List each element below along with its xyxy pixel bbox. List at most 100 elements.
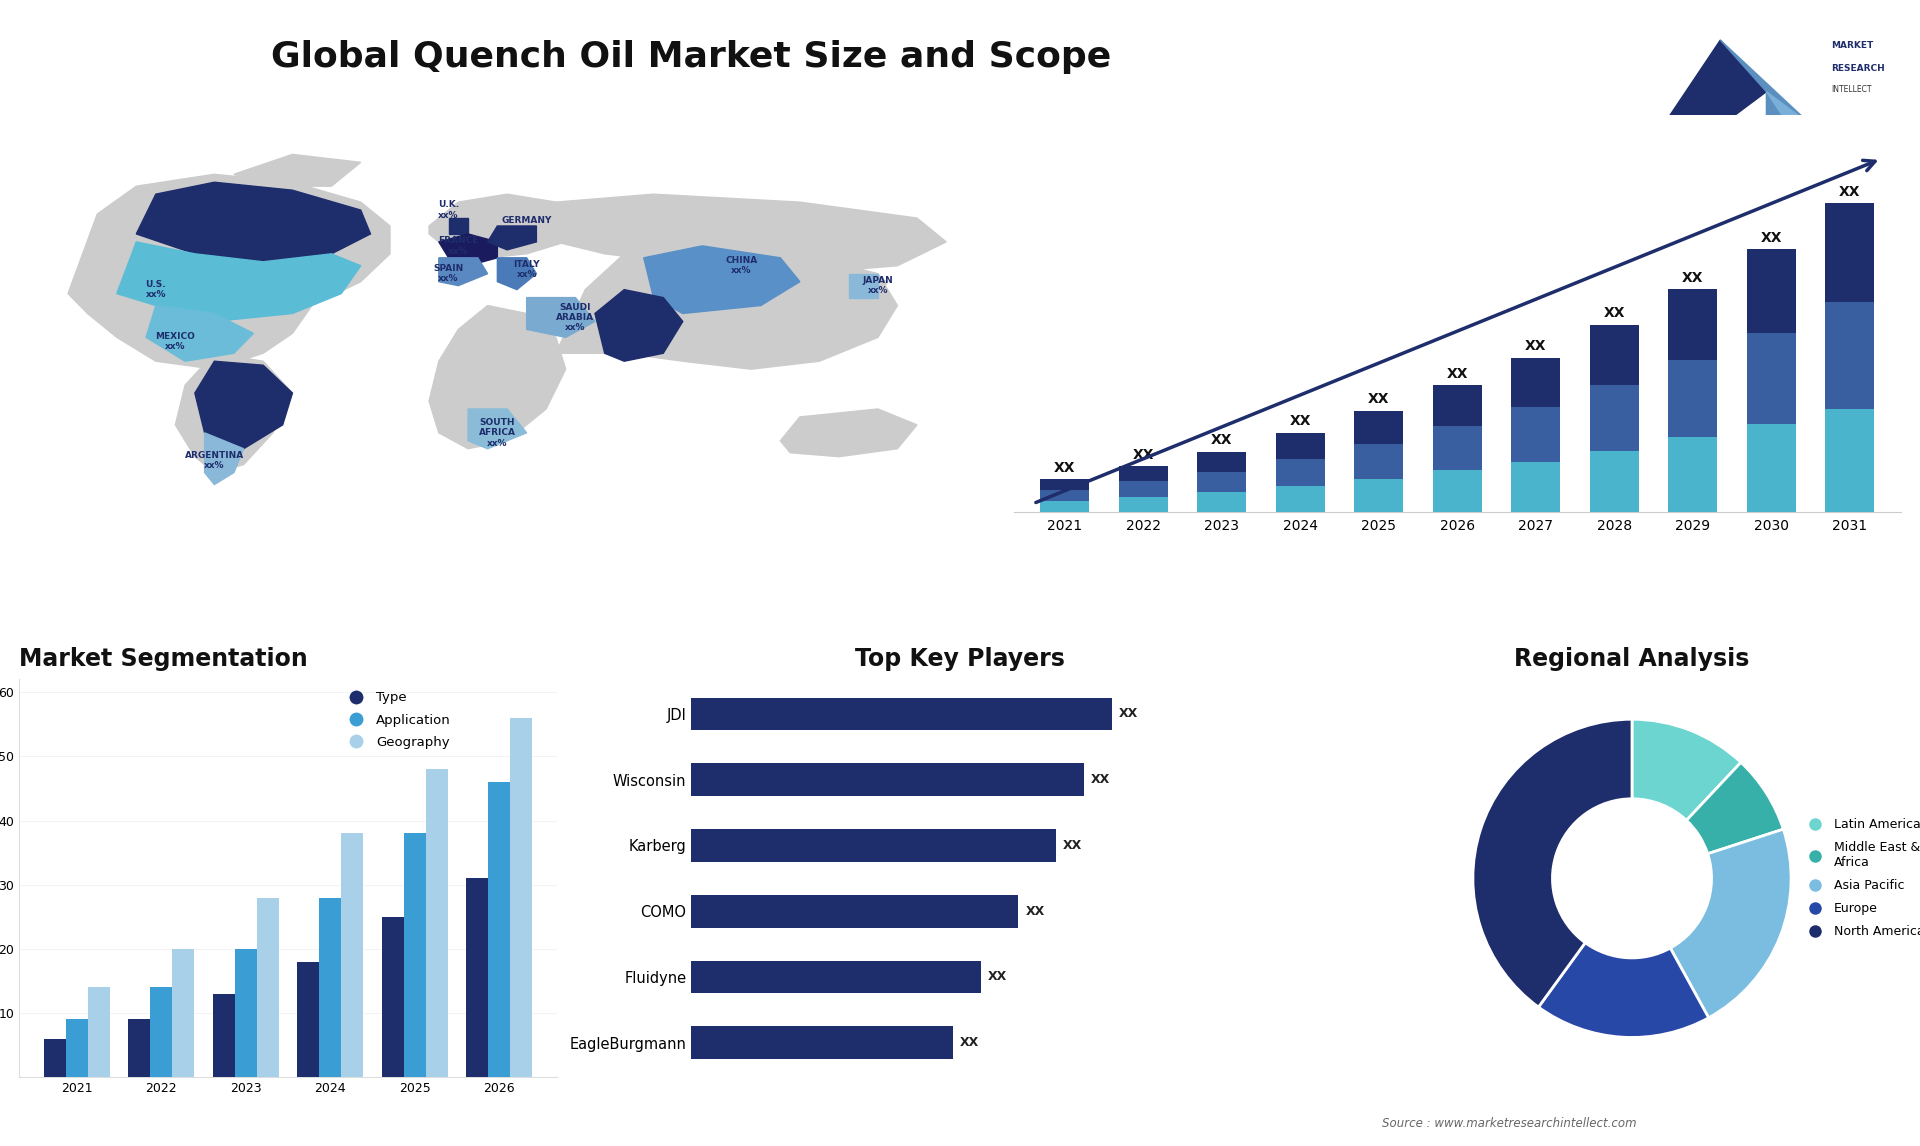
Bar [1747,424,1795,512]
Bar [1668,360,1716,438]
Title: Top Key Players: Top Key Players [854,646,1066,670]
Polygon shape [1766,92,1812,126]
Polygon shape [858,274,887,298]
Bar [488,782,511,1077]
Wedge shape [1632,720,1741,821]
Bar [1668,289,1716,360]
Bar [1432,385,1482,426]
Text: Market Segmentation: Market Segmentation [19,646,307,670]
Text: XX: XX [1290,415,1311,429]
Polygon shape [526,194,947,274]
Bar [691,1027,952,1059]
Text: XX: XX [1054,461,1075,474]
Bar [1511,408,1561,462]
Polygon shape [67,174,390,369]
Text: XX: XX [1091,774,1110,786]
Bar [1041,490,1089,501]
Bar [234,949,257,1077]
Text: MARKET: MARKET [1832,41,1874,50]
Polygon shape [1720,40,1812,126]
Text: U.K.
xx%: U.K. xx% [438,201,459,220]
Text: Source : www.marketresearchintellect.com: Source : www.marketresearchintellect.com [1382,1117,1638,1130]
Polygon shape [440,258,488,285]
Bar [511,717,532,1077]
Bar [88,988,109,1077]
Text: XX: XX [1446,367,1469,380]
Polygon shape [136,182,371,261]
Bar [173,949,194,1077]
Bar [44,1038,65,1077]
Bar [1826,408,1874,512]
Text: RESEARCH: RESEARCH [1832,64,1885,73]
Text: GERMANY
xx%: GERMANY xx% [501,217,551,236]
Title: Regional Analysis: Regional Analysis [1515,646,1749,670]
Legend: Latin America, Middle East &
Africa, Asia Pacific, Europe, North America: Latin America, Middle East & Africa, Asi… [1797,814,1920,943]
Bar [1511,462,1561,512]
Bar [691,895,1018,927]
Polygon shape [849,274,877,298]
Bar [1511,358,1561,408]
Text: XX: XX [1212,433,1233,447]
Bar [1277,433,1325,460]
Polygon shape [428,194,586,258]
Bar [691,829,1056,862]
Text: XX: XX [1761,231,1782,245]
Bar [691,763,1085,796]
Bar [1354,479,1404,512]
Bar [1826,303,1874,408]
Bar [319,897,342,1077]
Polygon shape [194,361,292,449]
Text: INTELLECT: INTELLECT [1832,85,1872,94]
Polygon shape [488,226,536,250]
Bar [691,960,981,994]
Wedge shape [1473,720,1632,1007]
Text: CHINA
xx%: CHINA xx% [726,256,758,275]
Text: ARGENTINA
xx%: ARGENTINA xx% [184,452,244,470]
Bar [129,1020,150,1077]
Bar [1041,501,1089,512]
Text: XX: XX [1367,392,1390,407]
Bar [1354,444,1404,479]
Bar [1119,481,1167,497]
Bar [1747,333,1795,424]
Bar [382,917,403,1077]
Text: XX: XX [1524,339,1546,353]
Polygon shape [557,242,897,369]
Text: MEXICO
xx%: MEXICO xx% [156,331,196,351]
Text: XX: XX [1603,306,1624,320]
Text: XX: XX [1682,270,1703,284]
Text: XX: XX [1119,707,1139,721]
Bar [1198,493,1246,512]
Polygon shape [146,306,253,361]
Bar [342,833,363,1077]
Text: XX: XX [1839,185,1860,198]
Bar [1041,479,1089,490]
Text: SPAIN
xx%: SPAIN xx% [434,264,465,283]
Polygon shape [428,306,566,449]
Bar [1119,466,1167,481]
Text: SAUDI
ARABIA
xx%: SAUDI ARABIA xx% [557,303,595,332]
Bar [1747,250,1795,333]
Bar [1432,470,1482,512]
Bar [467,878,488,1077]
Polygon shape [449,218,468,234]
Bar [691,698,1112,730]
Polygon shape [440,234,497,266]
Polygon shape [175,353,292,472]
Polygon shape [643,246,801,314]
Text: XX: XX [1064,839,1083,851]
Bar [403,833,426,1077]
Bar [1590,385,1638,450]
Bar [1826,203,1874,303]
Bar [1198,471,1246,493]
Bar [1590,450,1638,512]
Wedge shape [1670,830,1791,1018]
Bar [1590,324,1638,385]
Wedge shape [1538,943,1709,1037]
Legend: Type, Application, Geography: Type, Application, Geography [338,686,455,754]
Bar [426,769,447,1077]
Polygon shape [117,242,361,321]
Text: U.S.
xx%: U.S. xx% [146,280,167,299]
Text: FRANCE
xx%: FRANCE xx% [438,236,478,256]
Polygon shape [205,433,244,485]
